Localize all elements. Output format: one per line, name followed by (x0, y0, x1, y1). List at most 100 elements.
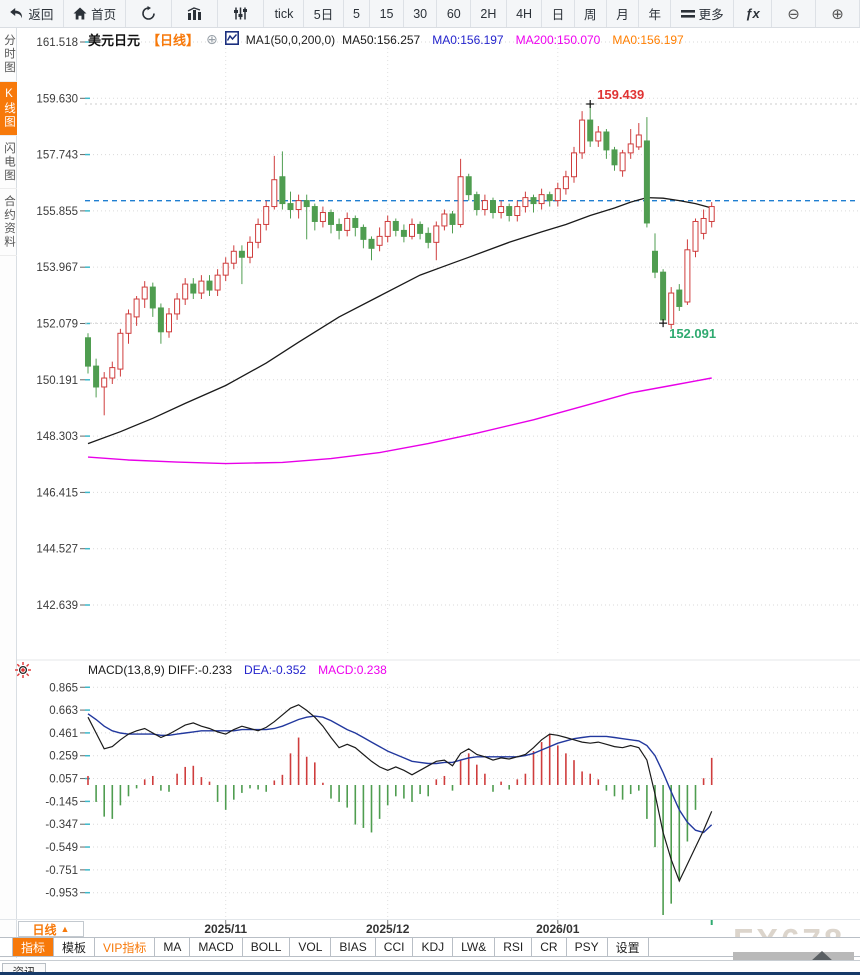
toolbar-button-5d[interactable]: 5日 (304, 0, 344, 27)
toolbar-button-month[interactable]: 月 (607, 0, 640, 27)
macd-value-1: DEA:-0.352 (244, 663, 307, 677)
x-axis-label-2025/11: 2025/11 (204, 922, 248, 936)
sidebar-item-contract-info[interactable]: 合约资料 (0, 189, 17, 256)
toolbar-button-label: 年 (648, 8, 661, 22)
svg-text:0.461: 0.461 (49, 728, 78, 740)
period-selector[interactable]: 日线 ▲ (18, 921, 84, 937)
svg-text:159.630: 159.630 (36, 93, 78, 105)
tab-cr[interactable]: CR (532, 938, 567, 956)
sidebar-item-lightning[interactable]: 闪电图 (0, 136, 17, 189)
tab-ma[interactable]: MA (155, 938, 191, 956)
period-selector-label: 日线 (32, 922, 57, 937)
toolbar-button-refresh[interactable] (126, 0, 173, 27)
ma-value-1: MA0:156.197 (432, 32, 504, 47)
svg-text:-0.549: -0.549 (45, 842, 78, 854)
svg-text:146.415: 146.415 (36, 487, 78, 499)
svg-text:155.855: 155.855 (36, 206, 78, 218)
toolbar-button-zoom-in[interactable]: ⊕ (816, 0, 860, 27)
ma-values: MA50:156.257 MA0:156.197 MA200:150.070 MA0:… (342, 33, 684, 47)
svg-text:-0.953: -0.953 (45, 888, 78, 900)
toolbar-button-h4[interactable]: 4H (507, 0, 543, 27)
toolbar-button-label: 60 (446, 6, 461, 21)
zoom-in-icon: ⊕ (831, 5, 844, 23)
toolbar-button-home[interactable]: 首页 (64, 0, 127, 27)
sidebar-item-kline[interactable]: K线图 (0, 81, 17, 136)
tab-bias[interactable]: BIAS (331, 938, 376, 956)
toolbar-button-m5[interactable]: 5 (344, 0, 371, 27)
tab-bar-spacer (0, 938, 13, 956)
triangle-up-icon: ▲ (60, 924, 70, 934)
tab-kdj[interactable]: KDJ (413, 938, 454, 956)
svg-text:-0.347: -0.347 (45, 819, 78, 831)
back-arrow-icon (9, 7, 24, 20)
toolbar-button-label: 日 (551, 8, 565, 22)
svg-text:157.743: 157.743 (36, 150, 78, 162)
svg-text:142.639: 142.639 (36, 600, 78, 612)
symbol-name: 美元日元 (88, 33, 141, 48)
svg-text:0.259: 0.259 (49, 751, 78, 763)
tab-vip-indicator[interactable]: VIP指标 (95, 938, 156, 956)
home-icon (73, 7, 87, 20)
toolbar-button-week[interactable]: 周 (575, 0, 607, 27)
x-axis-label-2026/01: 2026/01 (536, 922, 580, 936)
toolbar-button-label: 15 (379, 6, 394, 21)
tab-macd[interactable]: MACD (190, 938, 243, 956)
svg-text:150.191: 150.191 (36, 375, 78, 387)
tab-rsi[interactable]: RSI (495, 938, 533, 956)
toolbar-button-more[interactable]: 更多 (671, 0, 735, 27)
toolbar-button-m60[interactable]: 60 (437, 0, 472, 27)
tab-boll[interactable]: BOLL (243, 938, 291, 956)
toolbar-button-label: 周 (584, 8, 597, 22)
toolbar-button-tick[interactable]: tick (264, 0, 305, 27)
tab-vol[interactable]: VOL (290, 938, 332, 956)
chart-logo-icon (224, 31, 239, 48)
toolbar-button-label: 更多 (698, 8, 724, 22)
toolbar-button-m30[interactable]: 30 (404, 0, 438, 27)
sidebar-item-time-share[interactable]: 分时图 (0, 28, 17, 82)
svg-text:159.439: 159.439 (597, 87, 644, 102)
toolbar-button-zoom-out[interactable]: ⊖ (772, 0, 817, 27)
sliders-icon (233, 7, 248, 20)
fx-icon: ƒx (745, 6, 760, 21)
svg-text:148.303: 148.303 (36, 431, 78, 443)
bottom-scrollbar[interactable] (733, 951, 854, 961)
tab-indicator[interactable]: 指标 (13, 938, 55, 956)
toolbar-button-fx[interactable]: ƒx (734, 0, 773, 27)
svg-text:-0.751: -0.751 (45, 865, 78, 877)
toolbar-button-indicator-settings[interactable] (218, 0, 265, 27)
top-toolbar: 返回 首页 tick 5日 5 15 30 60 2H 4H 日 周 月 年 更多 ƒx ⊖ ⊕ (0, 0, 860, 28)
bar-chart-icon (187, 7, 202, 20)
toolbar-button-back[interactable]: 返回 (0, 0, 64, 27)
toolbar-button-chart-type[interactable] (172, 0, 219, 27)
macd-value-2: MACD:0.238 (318, 663, 387, 677)
tab-lw[interactable]: LW& (453, 938, 496, 956)
svg-text:153.967: 153.967 (36, 262, 78, 274)
toolbar-button-day[interactable]: 日 (542, 0, 575, 27)
chart-type-sidebar: 分时图 K线图 闪电图 合约资料 (0, 28, 17, 958)
main-chart-header: 美元日元 【日线】 ⊕ MA1(50,0,200,0) MA50:156.257… (88, 30, 684, 49)
expand-panel-icon[interactable] (811, 951, 833, 961)
toolbar-button-year[interactable]: 年 (639, 0, 672, 27)
indicator-settings-icon[interactable] (14, 661, 32, 679)
tab-cci[interactable]: CCI (376, 938, 414, 956)
add-compare-icon[interactable]: ⊕ (206, 31, 218, 47)
zoom-out-icon: ⊖ (787, 5, 800, 23)
tab-psy[interactable]: PSY (567, 938, 608, 956)
svg-text:152.091: 152.091 (669, 326, 716, 341)
svg-text:144.527: 144.527 (36, 544, 78, 556)
toolbar-button-h2[interactable]: 2H (471, 0, 507, 27)
macd-values: MACD(13,8,9) DIFF:-0.233 DEA:-0.352 MACD:0… (88, 663, 387, 677)
svg-text:0.865: 0.865 (49, 682, 78, 694)
toolbar-button-m15[interactable]: 15 (370, 0, 404, 27)
indicator-tab-bar: 指标 模板 VIP指标 MA MACD BOLL VOL BIAS CCI KDJ LW& RSI CR… (0, 937, 860, 957)
macd-header: MACD(13,8,9) DIFF:-0.233 DEA:-0.352 MACD:0… (88, 663, 387, 677)
tab-settings[interactable]: 设置 (608, 938, 649, 956)
toolbar-button-label: 5 (352, 6, 360, 21)
x-axis-row: 日线 ▲ 2025/11 2025/12 2026/01 (0, 919, 860, 937)
macd-value-0: MACD(13,8,9) DIFF:-0.233 (88, 663, 233, 677)
tab-template[interactable]: 模板 (54, 938, 96, 956)
toolbar-button-label: 5日 (313, 8, 334, 22)
